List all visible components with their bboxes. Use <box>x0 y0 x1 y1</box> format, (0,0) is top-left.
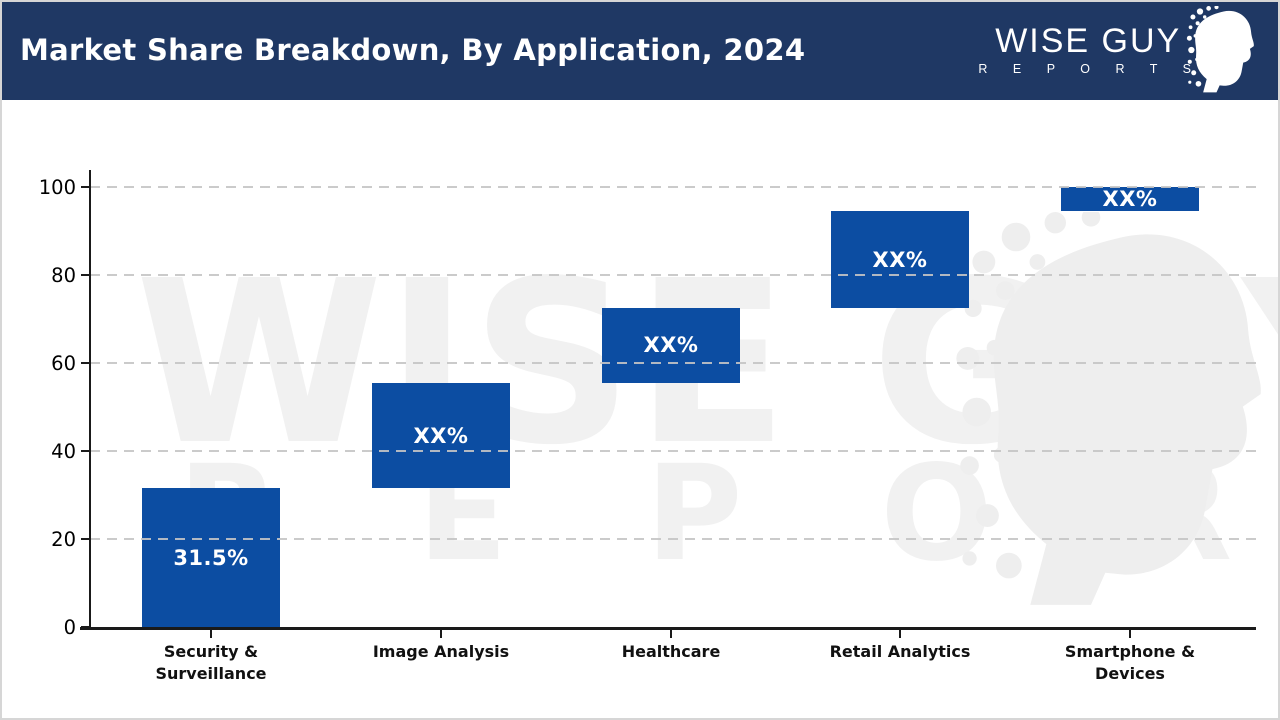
gridline <box>90 362 1256 364</box>
x-axis-tick <box>440 629 442 638</box>
bar-value-label: XX% <box>872 247 928 272</box>
y-axis-tick <box>81 186 90 188</box>
waterfall-bar <box>1061 187 1199 212</box>
y-axis-tick <box>81 450 90 452</box>
y-axis-tick-label: 0 <box>63 616 76 639</box>
x-axis-tick <box>899 629 901 638</box>
x-axis-category-label: Image Analysis <box>372 642 510 661</box>
x-axis-tick <box>670 629 672 638</box>
waterfall-bar <box>372 382 510 489</box>
y-axis-tick <box>81 362 90 364</box>
bar-value-label: XX% <box>643 333 699 358</box>
bar-value-label: 31.5% <box>173 545 249 570</box>
x-axis-tick <box>1129 629 1131 638</box>
waterfall-bar <box>142 488 280 627</box>
bar-value-label: XX% <box>413 423 469 448</box>
x-axis-category-label: Healthcare <box>621 642 721 661</box>
y-axis-tick-label: 40 <box>51 440 76 463</box>
y-axis-spine <box>89 170 91 630</box>
x-axis-category-label: Security & Surveillance <box>155 642 267 683</box>
y-axis-tick-label: 100 <box>38 176 76 199</box>
y-axis-tick <box>81 538 90 540</box>
header-bar: Market Share Breakdown, By Application, … <box>0 0 1280 100</box>
page-title: Market Share Breakdown, By Application, … <box>20 33 806 67</box>
gridline <box>90 450 1256 452</box>
gridline <box>90 274 1256 276</box>
bar-value-label: XX% <box>1102 187 1158 212</box>
logo-subtext: R E P O R T S <box>978 62 1202 76</box>
y-axis-tick-label: 80 <box>51 264 76 287</box>
logo-wordmark: WISE GUY <box>995 22 1182 60</box>
logo-text: WISE GUY R E P O R T S <box>974 24 1202 76</box>
y-axis-tick <box>81 274 90 276</box>
wise-guy-logo: WISE GUY R E P O R T S <box>974 6 1258 94</box>
x-axis-tick <box>210 629 212 638</box>
x-axis-category-label: Retail Analytics <box>829 642 971 661</box>
gridline <box>90 186 1256 188</box>
watermark-head-icon <box>956 212 1261 605</box>
waterfall-bar <box>602 308 740 383</box>
x-axis-spine <box>80 627 1256 630</box>
y-axis-tick-label: 20 <box>51 528 76 551</box>
gridline <box>90 538 1256 540</box>
y-axis-tick-label: 60 <box>51 352 76 375</box>
waterfall-bar <box>831 211 969 308</box>
x-axis-category-label: Smartphone & Devices <box>1064 642 1196 683</box>
